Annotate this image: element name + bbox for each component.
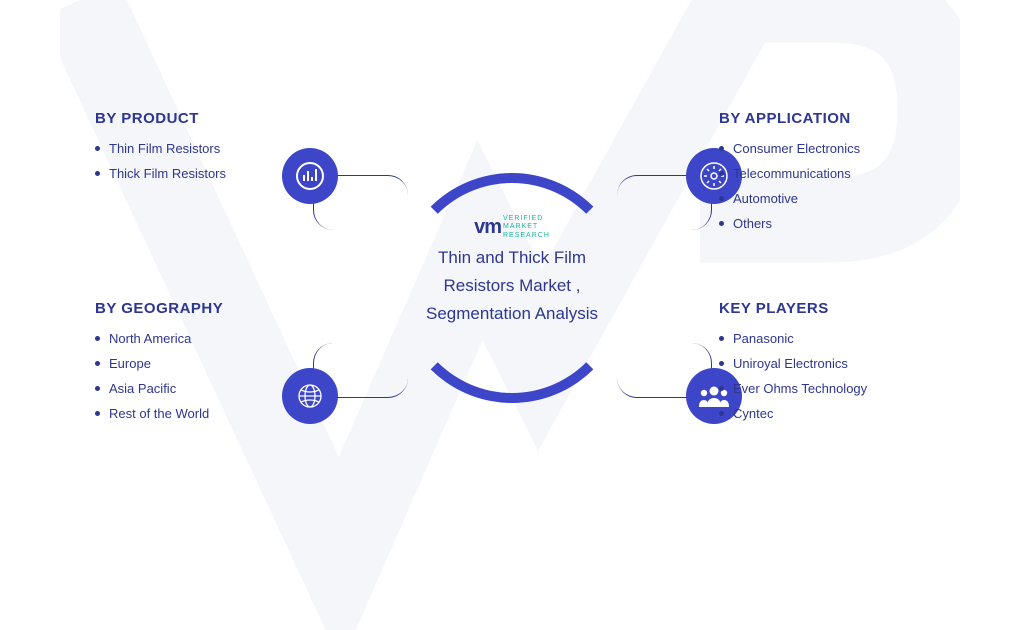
- center-circle: vm VERIFIED MARKET RESEARCH Thin and Thi…: [397, 173, 627, 403]
- list-item: Europe: [95, 356, 345, 371]
- section-geography: BY GEOGRAPHY North America Europe Asia P…: [95, 300, 345, 431]
- list-item: Ever Ohms Technology: [719, 381, 969, 396]
- application-list: Consumer Electronics Telecommunications …: [719, 141, 969, 231]
- geography-list: North America Europe Asia Pacific Rest o…: [95, 331, 345, 421]
- brand-logo: vm: [474, 216, 501, 239]
- list-item: Thick Film Resistors: [95, 166, 345, 181]
- players-list: Panasonic Uniroyal Electronics Ever Ohms…: [719, 331, 969, 421]
- brand-row: vm VERIFIED MARKET RESEARCH: [422, 215, 602, 240]
- main-container: vm VERIFIED MARKET RESEARCH Thin and Thi…: [0, 0, 1024, 576]
- list-item: North America: [95, 331, 345, 346]
- list-item: Telecommunications: [719, 166, 969, 181]
- section-application: BY APPLICATION Consumer Electronics Tele…: [719, 110, 969, 241]
- section-title: BY PRODUCT: [95, 110, 345, 127]
- list-item: Consumer Electronics: [719, 141, 969, 156]
- product-list: Thin Film Resistors Thick Film Resistors: [95, 141, 345, 181]
- section-product: BY PRODUCT Thin Film Resistors Thick Fil…: [95, 110, 345, 191]
- section-players: KEY PLAYERS Panasonic Uniroyal Electroni…: [719, 300, 969, 431]
- list-item: Asia Pacific: [95, 381, 345, 396]
- list-item: Rest of the World: [95, 406, 345, 421]
- section-title: BY GEOGRAPHY: [95, 300, 345, 317]
- list-item: Panasonic: [719, 331, 969, 346]
- center-content: vm VERIFIED MARKET RESEARCH Thin and Thi…: [422, 215, 602, 328]
- list-item: Thin Film Resistors: [95, 141, 345, 156]
- brand-tagline: VERIFIED MARKET RESEARCH: [503, 215, 550, 240]
- list-item: Automotive: [719, 191, 969, 206]
- section-title: KEY PLAYERS: [719, 300, 969, 317]
- list-item: Cyntec: [719, 406, 969, 421]
- list-item: Others: [719, 216, 969, 231]
- list-item: Uniroyal Electronics: [719, 356, 969, 371]
- section-title: BY APPLICATION: [719, 110, 969, 127]
- center-title: Thin and Thick Film Resistors Market , S…: [422, 244, 602, 328]
